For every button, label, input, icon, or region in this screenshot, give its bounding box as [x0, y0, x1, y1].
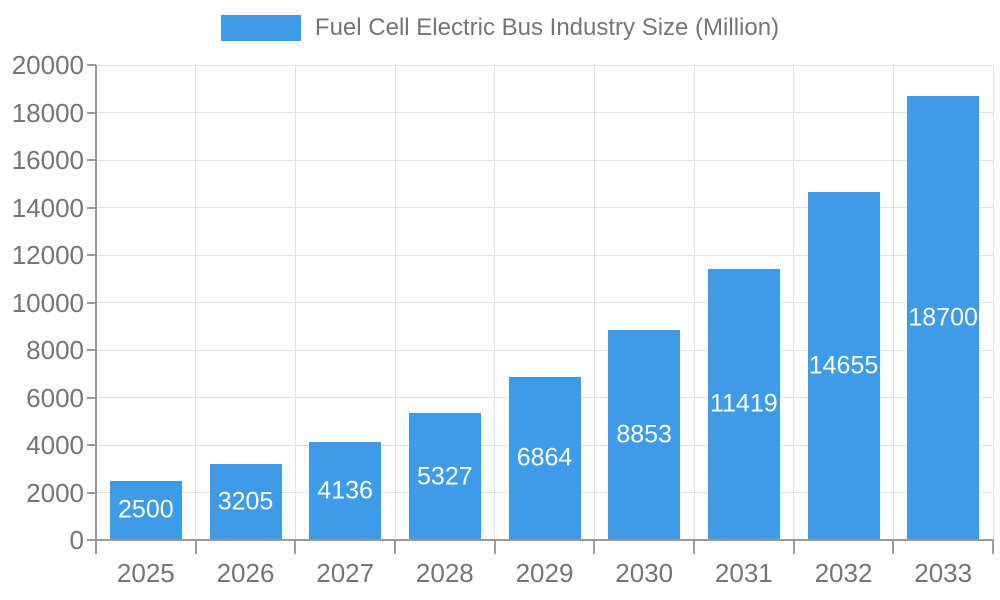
- y-axis-label: 0: [69, 525, 84, 555]
- y-axis-label: 10000: [11, 287, 84, 318]
- bar-value-label: 4136: [317, 476, 373, 505]
- y-axis-label: 2000: [26, 477, 84, 508]
- y-axis-tick: [87, 349, 96, 351]
- y-gridline: [96, 64, 993, 66]
- y-axis-line: [95, 65, 97, 541]
- bar-value-label: 2500: [118, 495, 174, 524]
- y-gridline: [96, 302, 993, 303]
- x-axis-label: 2029: [515, 558, 574, 588]
- x-axis-tick: [992, 540, 994, 554]
- bar-value-label: 3205: [217, 487, 274, 516]
- x-axis-tick: [194, 540, 197, 554]
- y-axis-tick: [87, 396, 96, 399]
- y-axis-label: 16000: [11, 145, 84, 175]
- x-axis-tick: [892, 540, 895, 554]
- bar-2027[interactable]: 4136: [309, 441, 382, 540]
- y-axis-label: 18000: [11, 97, 84, 128]
- bar-2032[interactable]: 14655: [807, 191, 880, 540]
- y-gridline: [96, 159, 993, 161]
- bar-value-label: 18700: [908, 303, 978, 332]
- x-axis-tick: [792, 540, 795, 554]
- x-axis-tick: [394, 540, 396, 554]
- x-gridline: [294, 65, 296, 540]
- y-axis-tick: [87, 444, 96, 446]
- x-gridline: [892, 65, 894, 540]
- bar-value-label: 11419: [709, 389, 778, 418]
- x-axis-label: 2026: [216, 558, 275, 588]
- y-axis-label: 20000: [11, 50, 84, 80]
- x-axis-tick: [493, 540, 496, 554]
- bar-value-label: 8853: [616, 420, 672, 449]
- x-gridline: [693, 65, 695, 540]
- x-gridline: [593, 65, 595, 540]
- y-axis-tick: [87, 206, 96, 209]
- y-axis-label: 4000: [26, 430, 84, 460]
- x-gridline: [195, 65, 197, 540]
- bar-value-label: 14655: [808, 351, 879, 380]
- legend-item[interactable]: Fuel Cell Electric Bus Industry Size (Mi…: [0, 14, 1000, 42]
- bar-2031[interactable]: 11419: [707, 268, 780, 540]
- legend-label: Fuel Cell Electric Bus Industry Size (Mi…: [314, 14, 780, 41]
- x-axis-label: 2031: [714, 558, 773, 588]
- bar-value-label: 5327: [417, 462, 473, 491]
- y-gridline: [96, 349, 993, 351]
- y-axis-tick: [87, 301, 96, 304]
- x-axis-tick: [593, 540, 596, 554]
- x-gridline: [992, 65, 994, 540]
- x-gridline: [793, 65, 795, 540]
- y-axis-tick: [87, 539, 96, 541]
- bar-2026[interactable]: 3205: [209, 463, 282, 540]
- y-axis-tick: [87, 159, 96, 161]
- y-axis-label: 12000: [11, 240, 84, 270]
- y-axis-tick: [87, 491, 96, 494]
- y-axis-label: 6000: [26, 382, 84, 413]
- bar-2029[interactable]: 6864: [508, 376, 581, 540]
- bar-2025[interactable]: 2500: [109, 480, 182, 540]
- x-gridline: [394, 65, 396, 540]
- x-axis-label: 2025: [116, 558, 175, 588]
- x-axis-label: 2027: [316, 558, 375, 588]
- x-axis-label: 2028: [415, 558, 474, 588]
- y-axis-tick: [87, 64, 96, 66]
- bar-2030[interactable]: 8853: [608, 329, 681, 540]
- bar-2028[interactable]: 5327: [408, 413, 481, 540]
- y-gridline: [96, 112, 993, 113]
- x-axis-label: 2032: [814, 558, 873, 588]
- x-axis-label: 2030: [615, 558, 674, 588]
- x-axis-tick: [95, 540, 97, 554]
- y-gridline: [96, 254, 993, 256]
- x-axis-label: 2033: [914, 558, 973, 588]
- y-axis-tick: [87, 111, 96, 114]
- x-axis-line: [95, 539, 994, 541]
- x-axis-tick: [294, 540, 297, 554]
- y-axis-label: 14000: [11, 192, 84, 223]
- legend-swatch: [220, 15, 301, 41]
- bar-2033[interactable]: 18700: [907, 95, 980, 540]
- y-axis-label: 8000: [26, 335, 84, 365]
- x-axis-tick: [693, 540, 695, 554]
- x-gridline: [494, 65, 496, 540]
- y-gridline: [96, 207, 993, 208]
- bar-value-label: 6864: [516, 443, 573, 472]
- y-axis-tick: [87, 254, 96, 256]
